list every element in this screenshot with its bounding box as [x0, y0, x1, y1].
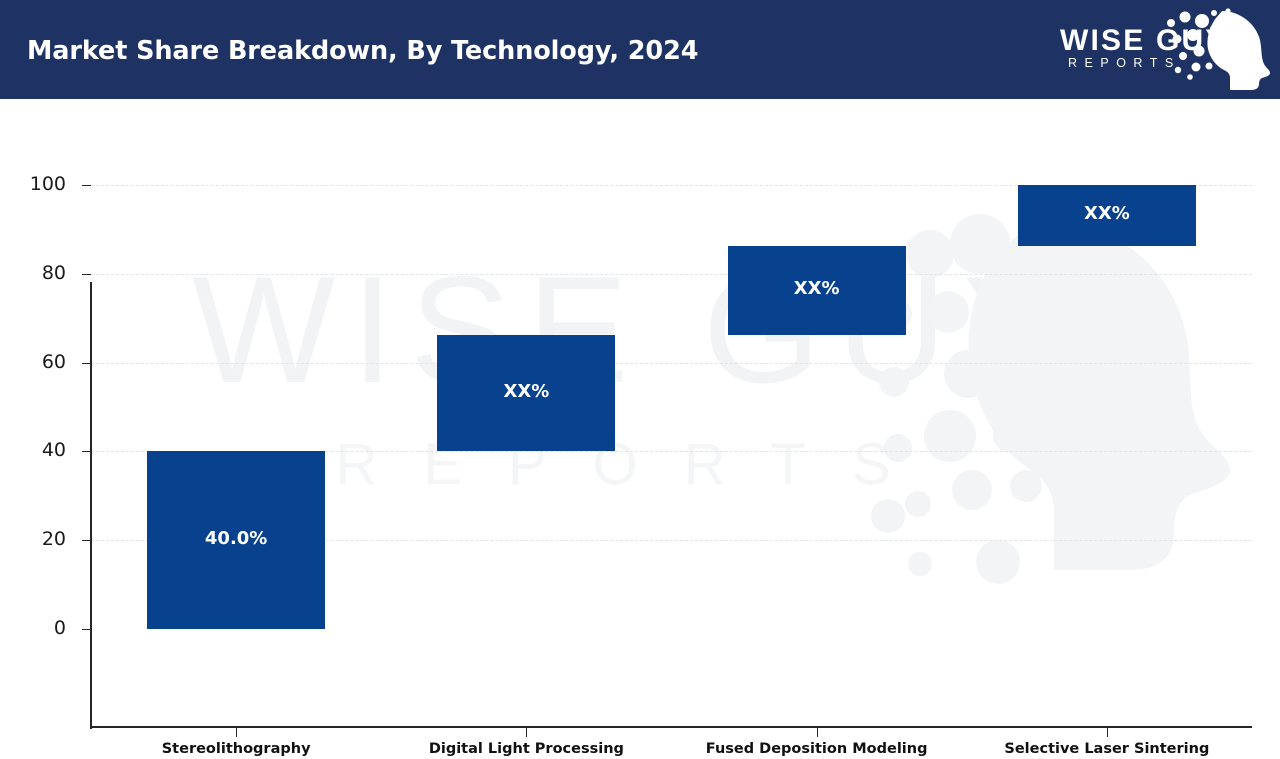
gridline	[91, 451, 1252, 453]
y-axis-tick	[82, 185, 91, 186]
bar-3[interactable]: XX%	[727, 245, 906, 335]
bar-1[interactable]: 40.0%	[147, 451, 326, 629]
y-axis-tick-label: 40	[41, 439, 66, 462]
x-axis-tick	[816, 728, 818, 737]
gridline	[91, 273, 1252, 275]
x-axis-tick	[1106, 728, 1108, 737]
y-axis-tick	[82, 629, 91, 630]
x-axis-tick	[236, 728, 238, 737]
y-axis-tick-label: 0	[53, 617, 66, 639]
y-axis-tick-label: 60	[41, 350, 66, 373]
logo-subtext: REPORTS	[1068, 56, 1181, 70]
bar-value-label: XX%	[503, 381, 550, 402]
brand-logo: WISE GUY REPORTS	[1024, 8, 1274, 92]
y-axis-tick-label: 80	[41, 261, 66, 284]
plot-area: 40.0% XX% XX% XX%	[91, 185, 1252, 629]
bar-2[interactable]: XX%	[437, 334, 616, 452]
gridline	[91, 540, 1252, 542]
x-axis-line	[90, 726, 1252, 728]
chart-canvas: WISE GUY REPORTS 40.0%	[0, 99, 1280, 757]
x-axis-tick-label: Fused Deposition Modeling	[705, 741, 928, 757]
bar-4[interactable]: XX%	[1017, 185, 1196, 246]
y-axis-tick-label: 100	[29, 173, 66, 195]
page-title: Market Share Breakdown, By Technology, 2…	[27, 36, 699, 66]
page-header: Market Share Breakdown, By Technology, 2…	[0, 0, 1280, 99]
x-axis-tick-label: Selective Laser Sintering	[1004, 741, 1210, 757]
bar-value-label: XX%	[1083, 203, 1130, 225]
gridline	[91, 185, 1252, 186]
head-profile-dots-icon	[1167, 8, 1270, 90]
y-axis-tick	[82, 362, 91, 364]
x-axis-tick-label: Digital Light Processing	[428, 741, 624, 757]
x-axis-tick	[526, 728, 528, 737]
gridline	[91, 362, 1252, 364]
y-axis-tick	[82, 540, 91, 542]
x-axis-tick-label: Stereolithography	[161, 741, 311, 757]
bar-value-label: 40.0%	[204, 528, 268, 550]
y-axis-tick	[82, 451, 91, 453]
y-axis-tick	[82, 273, 91, 275]
bar-value-label: XX%	[793, 278, 840, 300]
y-axis-tick-label: 20	[41, 528, 66, 551]
y-axis-line	[90, 282, 92, 729]
